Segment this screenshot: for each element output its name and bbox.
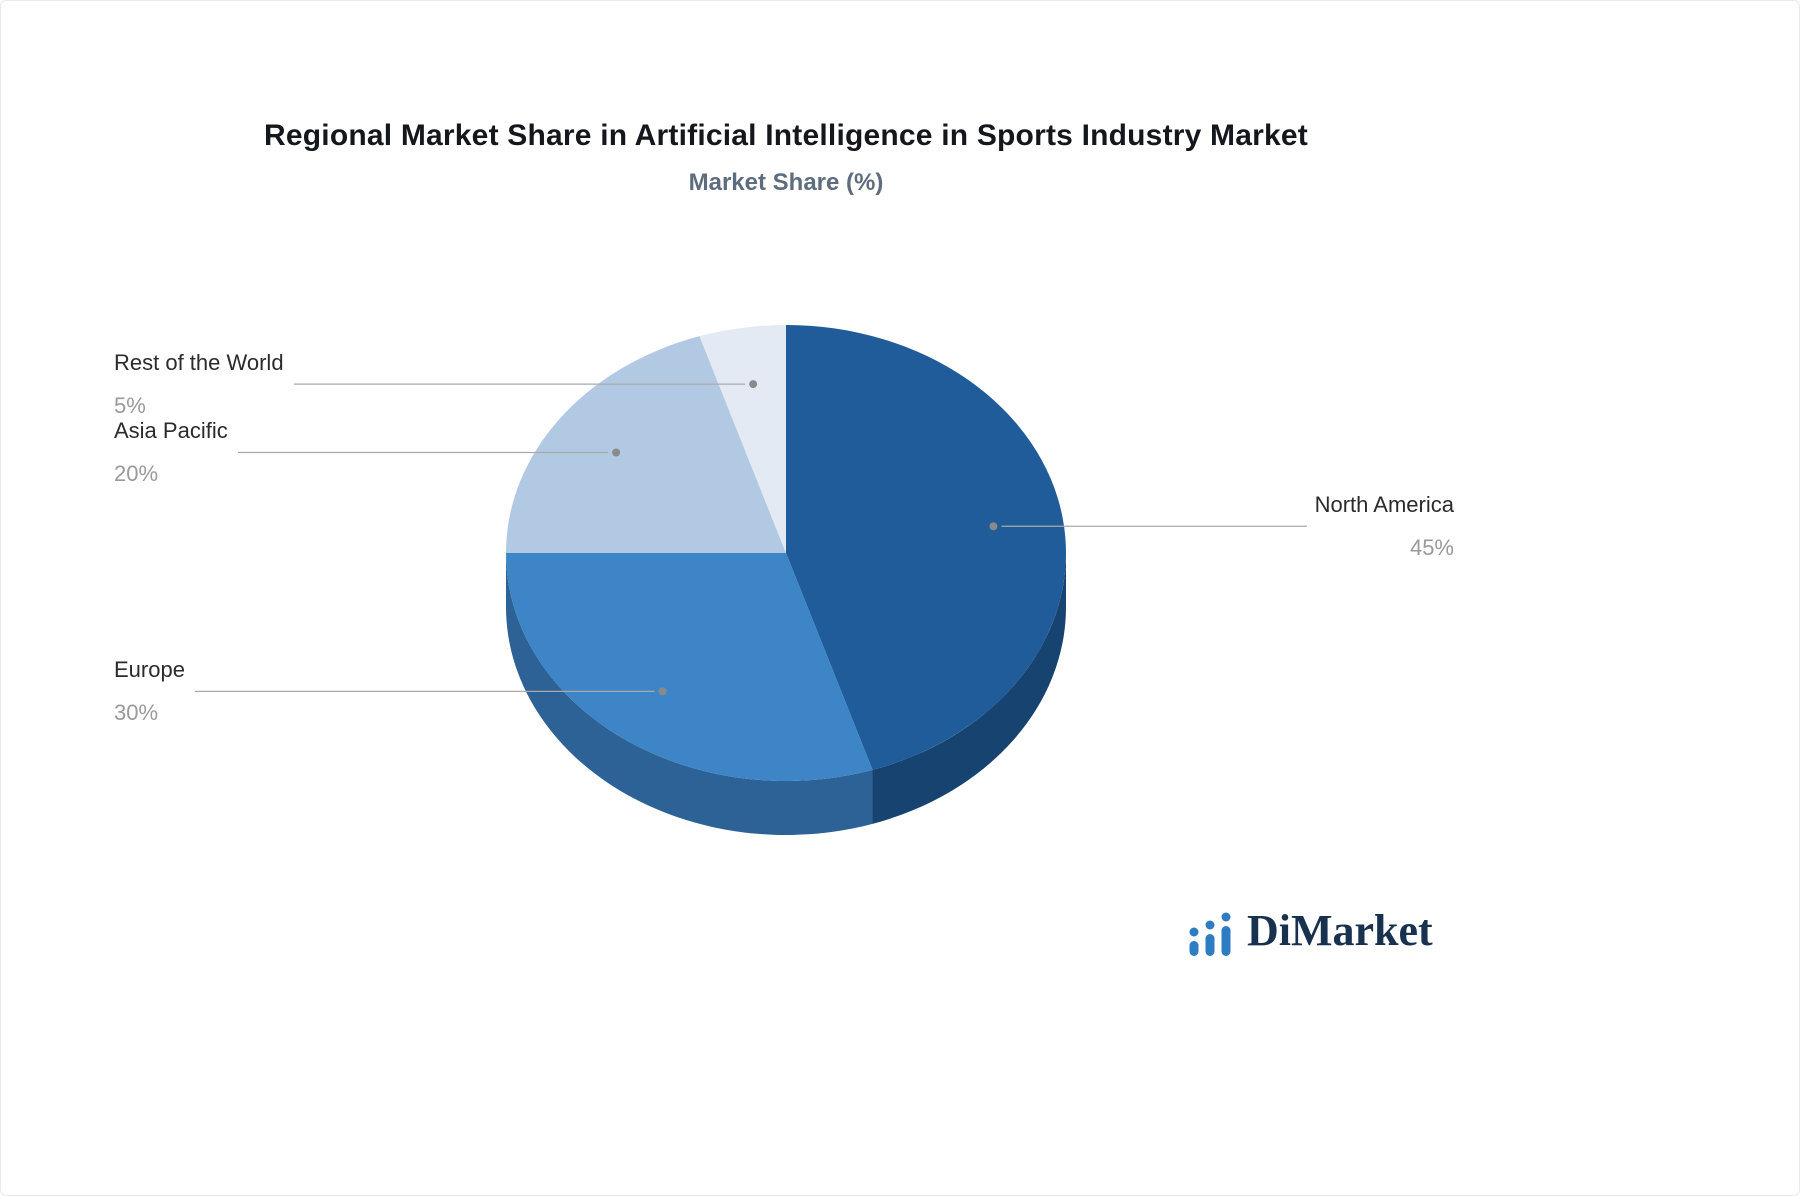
leader-dot-rest-of-the-world xyxy=(749,380,758,389)
pie-slice-north-america[interactable] xyxy=(786,325,1066,770)
leader-dot-europe xyxy=(658,687,667,696)
pie-slice-europe[interactable] xyxy=(505,553,873,782)
pie-slice-asia-pacific[interactable] xyxy=(506,336,786,553)
pie-slice-side-europe xyxy=(505,553,873,835)
chart-subtitle: Market Share (%) xyxy=(688,169,884,196)
brand-logo: DiMarket xyxy=(1187,904,1433,958)
brand-name: DiMarket xyxy=(1247,906,1433,955)
chart-title: Regional Market Share in Artificial Inte… xyxy=(264,119,1308,152)
dimarket-logo-icon xyxy=(1189,912,1231,956)
pie-slice-rest-of-the-world[interactable] xyxy=(699,325,786,553)
leader-dot-north-america xyxy=(989,522,998,531)
pie-slice-side-north-america xyxy=(872,553,1066,824)
leader-dot-asia-pacific xyxy=(612,448,621,457)
